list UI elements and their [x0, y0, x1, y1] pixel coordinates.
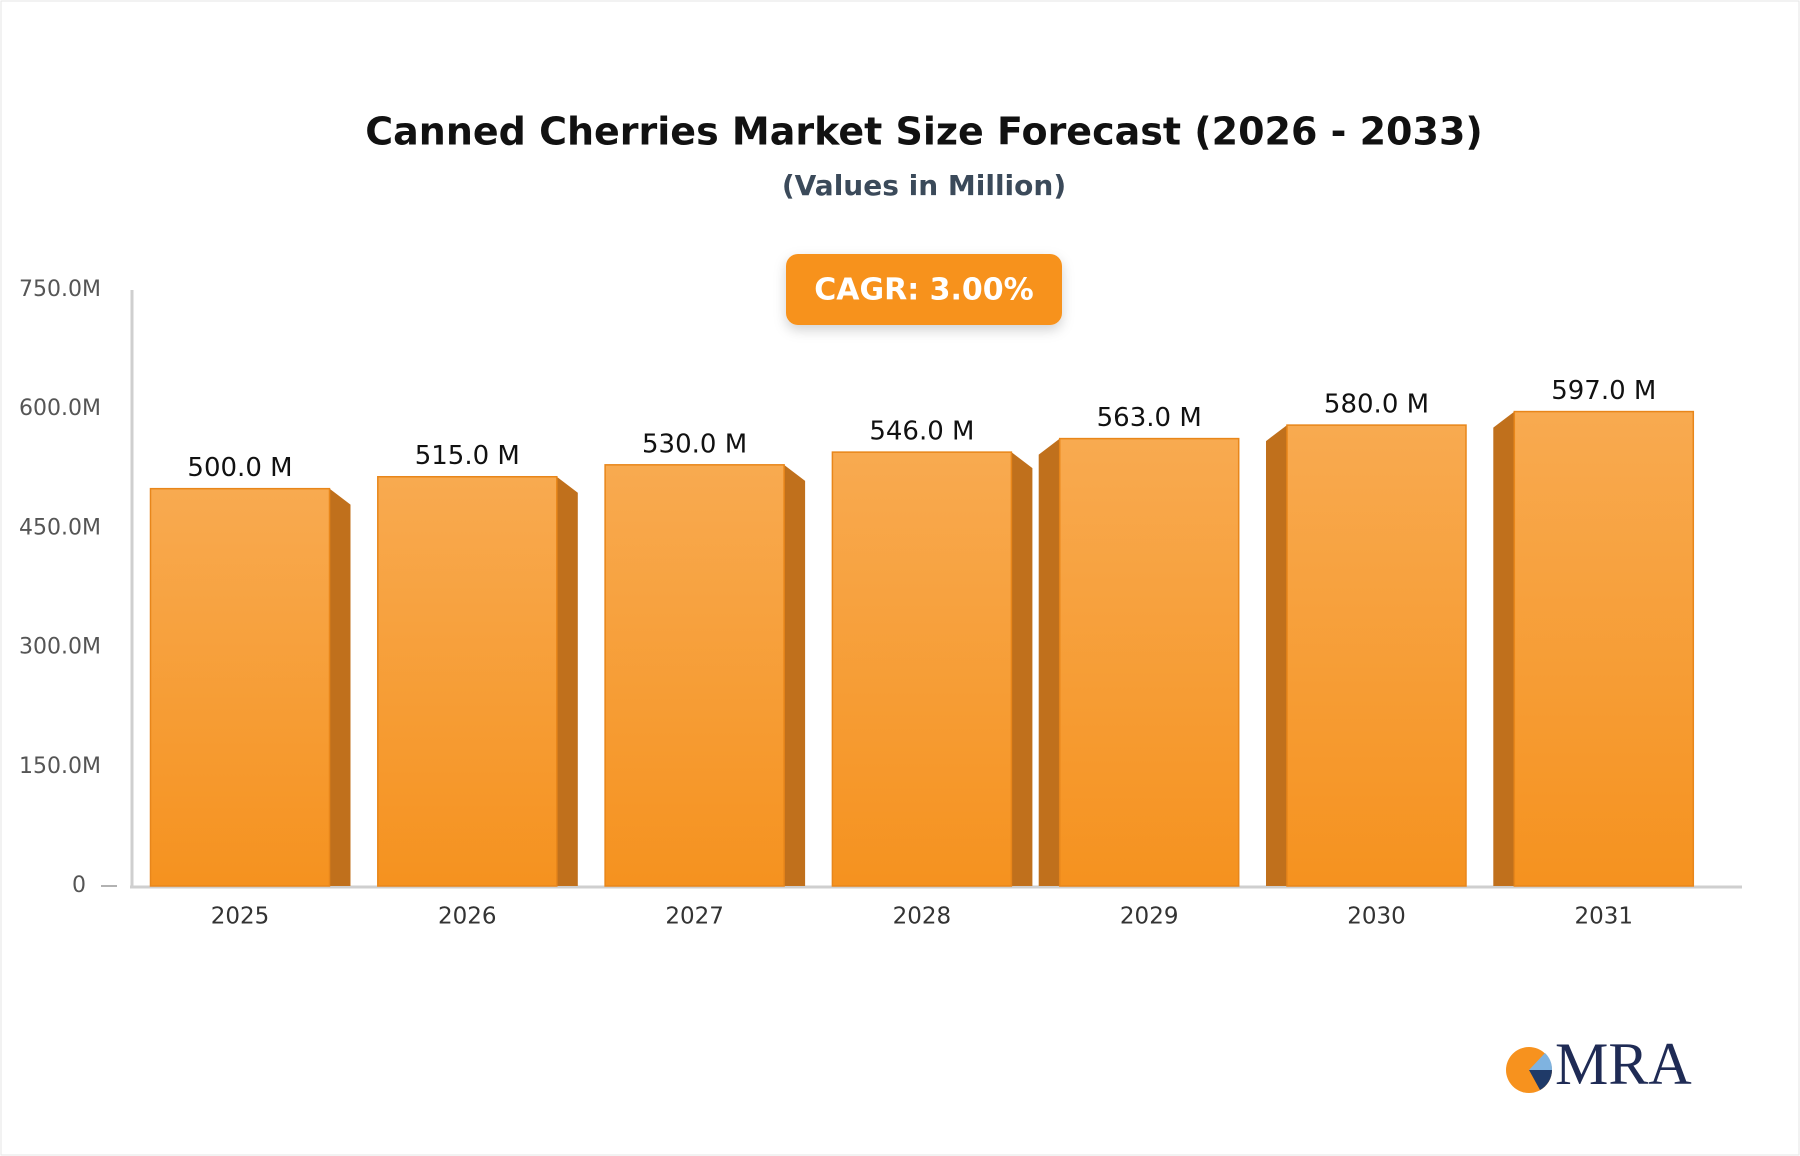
bar: [1058, 437, 1240, 887]
bar-side: [784, 464, 806, 886]
logo: MRA: [1506, 1031, 1692, 1097]
cagr-label: CAGR: 3.00%: [814, 273, 1033, 308]
bar-side: [556, 476, 578, 886]
bar: [1286, 424, 1467, 887]
x-tick-label: 2030: [1347, 904, 1406, 930]
bar-side: [1266, 425, 1287, 886]
y-tick-label: 450.0M: [19, 515, 101, 540]
y-tick-label: 300.0M: [19, 635, 101, 660]
y-tick-label: 0: [72, 873, 86, 898]
value-label: 500.0 M: [187, 453, 292, 483]
bar-side: [1011, 452, 1033, 886]
x-tick-label: 2028: [893, 904, 952, 930]
y-tick-label: 750.0M: [19, 277, 101, 302]
x-tick-label: 2025: [211, 904, 270, 930]
logo-icon-slice: [1529, 1053, 1553, 1070]
bar-side: [329, 488, 351, 886]
cagr-badge: [786, 254, 1062, 325]
value-label: 563.0 M: [1097, 403, 1202, 433]
chart-subtitle: (Values in Million): [782, 169, 1066, 202]
bar: [377, 475, 558, 887]
value-label: 546.0 M: [869, 417, 974, 447]
value-label: 580.0 M: [1324, 390, 1429, 420]
x-tick-label: 2026: [438, 904, 497, 930]
bar: [149, 487, 331, 887]
value-label: 515.0 M: [415, 441, 520, 471]
y-tick-label: 600.0M: [19, 396, 101, 421]
bar-side: [1038, 438, 1060, 886]
value-label: 597.0 M: [1551, 376, 1656, 406]
bar: [831, 451, 1013, 887]
y-tick-label: 150.0M: [19, 754, 101, 779]
bar: [604, 464, 785, 887]
value-label: 530.0 M: [642, 429, 747, 459]
bar-side: [1493, 411, 1515, 886]
x-tick-label: 2031: [1575, 904, 1634, 930]
logo-icon-slice: [1529, 1070, 1552, 1090]
x-tick-label: 2029: [1120, 904, 1179, 930]
x-tick-label: 2027: [665, 904, 724, 930]
chart-title: Canned Cherries Market Size Forecast (20…: [365, 110, 1483, 154]
bar: [1513, 410, 1695, 887]
logo-text: MRA: [1555, 1031, 1692, 1097]
